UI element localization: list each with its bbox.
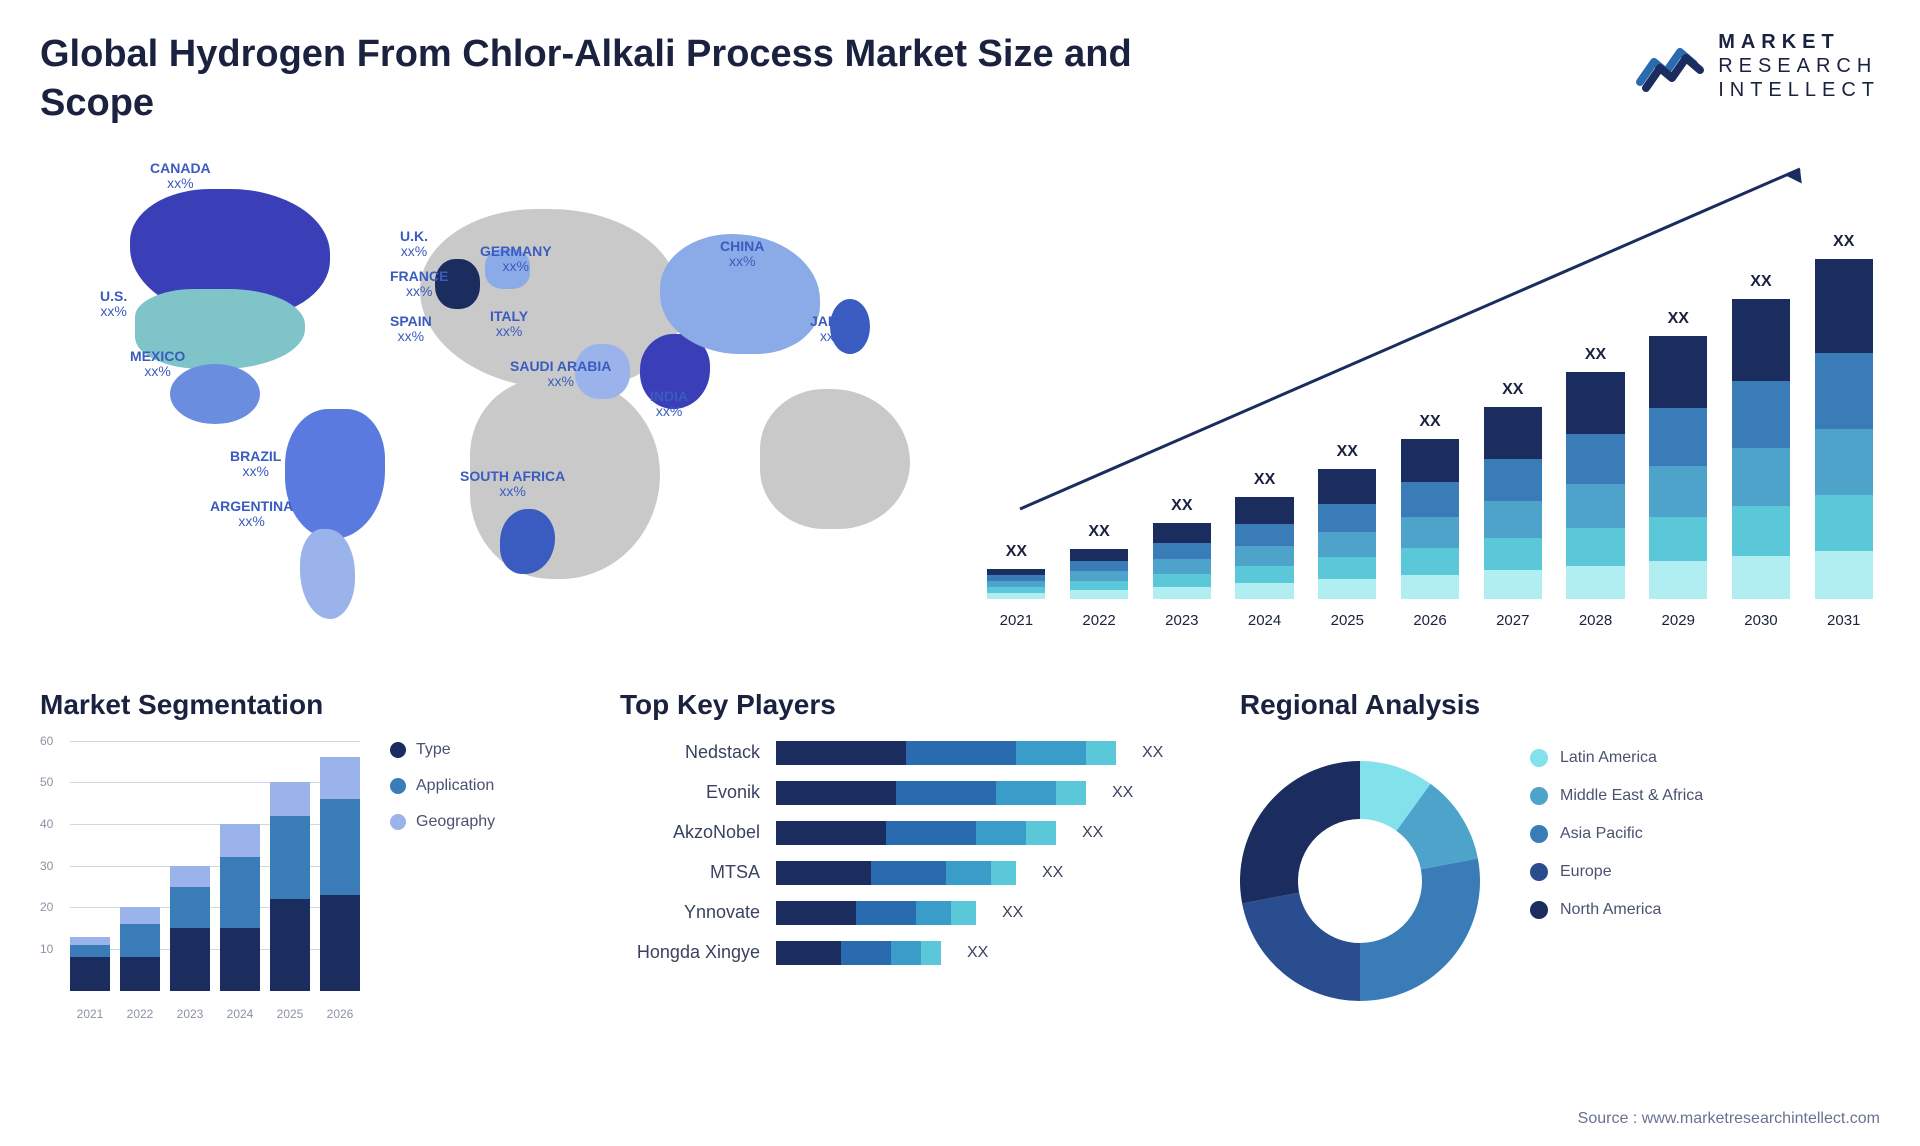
country-label: SAUDI ARABIAxx% <box>510 359 611 390</box>
player-row: YnnovateXX <box>620 901 1180 925</box>
forecast-year: 2030 <box>1725 612 1798 629</box>
logo-line1: MARKET <box>1718 30 1880 54</box>
logo-line2: RESEARCH <box>1718 54 1880 78</box>
source-text: Source : www.marketresearchintellect.com <box>1578 1110 1880 1128</box>
forecast-year: 2029 <box>1642 612 1715 629</box>
logo-line3: INTELLECT <box>1718 78 1880 102</box>
segmentation-year: 2026 <box>320 1007 360 1021</box>
country-label: CHINAxx% <box>720 239 764 270</box>
player-row: MTSAXX <box>620 861 1180 885</box>
forecast-bar: XX <box>1725 299 1798 599</box>
segmentation-year: 2022 <box>120 1007 160 1021</box>
legend-item: Type <box>390 741 495 759</box>
forecast-bar: XX <box>980 569 1053 599</box>
forecast-bar: XX <box>1311 469 1384 599</box>
forecast-year: 2025 <box>1311 612 1384 629</box>
legend-item: Asia Pacific <box>1530 825 1703 843</box>
segmentation-year: 2025 <box>270 1007 310 1021</box>
regional-donut <box>1220 741 1500 1021</box>
players-title: Top Key Players <box>620 689 1180 721</box>
forecast-year: 2024 <box>1228 612 1301 629</box>
segmentation-title: Market Segmentation <box>40 689 580 721</box>
forecast-year: 2031 <box>1807 612 1880 629</box>
forecast-bar: XX <box>1807 259 1880 599</box>
donut-segment <box>1360 858 1480 1000</box>
country-label: SOUTH AFRICAxx% <box>460 469 565 500</box>
legend-item: North America <box>1530 901 1703 919</box>
country-label: ITALYxx% <box>490 309 528 340</box>
legend-item: Geography <box>390 813 495 831</box>
segmentation-bar <box>270 782 310 990</box>
country-label: CANADAxx% <box>150 161 211 192</box>
segmentation-bar <box>220 824 260 991</box>
forecast-bar: XX <box>1394 439 1467 599</box>
legend-item: Application <box>390 777 495 795</box>
country-label: GERMANYxx% <box>480 244 552 275</box>
forecast-bar: XX <box>1642 336 1715 599</box>
segmentation-year: 2023 <box>170 1007 210 1021</box>
segmentation-bar <box>320 757 360 990</box>
players-chart: NedstackXX EvonikXX AkzoNobelXX MTSAXX Ynnov… <box>620 741 1180 965</box>
donut-segment <box>1242 892 1360 1000</box>
forecast-year: 2028 <box>1559 612 1632 629</box>
forecast-bar: XX <box>1559 372 1632 599</box>
forecast-year: 2023 <box>1145 612 1218 629</box>
segmentation-year: 2021 <box>70 1007 110 1021</box>
player-row: EvonikXX <box>620 781 1180 805</box>
map-region <box>760 389 910 529</box>
segmentation-legend: Type Application Geography <box>390 741 495 1021</box>
segmentation-bar <box>170 866 210 991</box>
legend-item: Europe <box>1530 863 1703 881</box>
forecast-bar: XX <box>1063 549 1136 599</box>
map-region <box>300 529 355 619</box>
forecast-year: 2021 <box>980 612 1053 629</box>
forecast-year: 2026 <box>1394 612 1467 629</box>
forecast-chart: XXXXXXXXXXXXXXXXXXXXXX 20212022202320242… <box>980 149 1880 629</box>
legend-item: Latin America <box>1530 749 1703 767</box>
forecast-bar: XX <box>1145 523 1218 599</box>
segmentation-chart: 202120222023202420252026 102030405060 <box>40 741 360 1021</box>
regional-legend: Latin America Middle East & Africa Asia Pa… <box>1530 749 1703 939</box>
country-label: ARGENTINAxx% <box>210 499 293 530</box>
country-label: FRANCExx% <box>390 269 448 300</box>
player-row: NedstackXX <box>620 741 1180 765</box>
segmentation-bar <box>70 937 110 991</box>
country-label: SPAINxx% <box>390 314 432 345</box>
legend-item: Middle East & Africa <box>1530 787 1703 805</box>
logo-icon <box>1636 38 1706 94</box>
country-label: U.K.xx% <box>400 229 428 260</box>
forecast-year: 2027 <box>1476 612 1549 629</box>
player-row: AkzoNobelXX <box>620 821 1180 845</box>
country-label: BRAZILxx% <box>230 449 281 480</box>
segmentation-year: 2024 <box>220 1007 260 1021</box>
forecast-bar: XX <box>1476 407 1549 599</box>
forecast-year: 2022 <box>1063 612 1136 629</box>
country-label: INDIAxx% <box>650 389 688 420</box>
forecast-bar: XX <box>1228 497 1301 599</box>
map-region <box>285 409 385 539</box>
segmentation-bar <box>120 907 160 990</box>
page-title: Global Hydrogen From Chlor-Alkali Proces… <box>40 30 1140 129</box>
player-row: Hongda XingyeXX <box>620 941 1180 965</box>
donut-segment <box>1240 761 1360 903</box>
country-label: JAPANxx% <box>810 314 856 345</box>
country-label: MEXICOxx% <box>130 349 185 380</box>
brand-logo: MARKET RESEARCH INTELLECT <box>1636 30 1880 102</box>
country-label: U.S.xx% <box>100 289 127 320</box>
world-map: CANADAxx% U.S.xx% MEXICOxx% BRAZILxx% ARGENT… <box>40 149 940 629</box>
regional-title: Regional Analysis <box>1220 689 1500 721</box>
